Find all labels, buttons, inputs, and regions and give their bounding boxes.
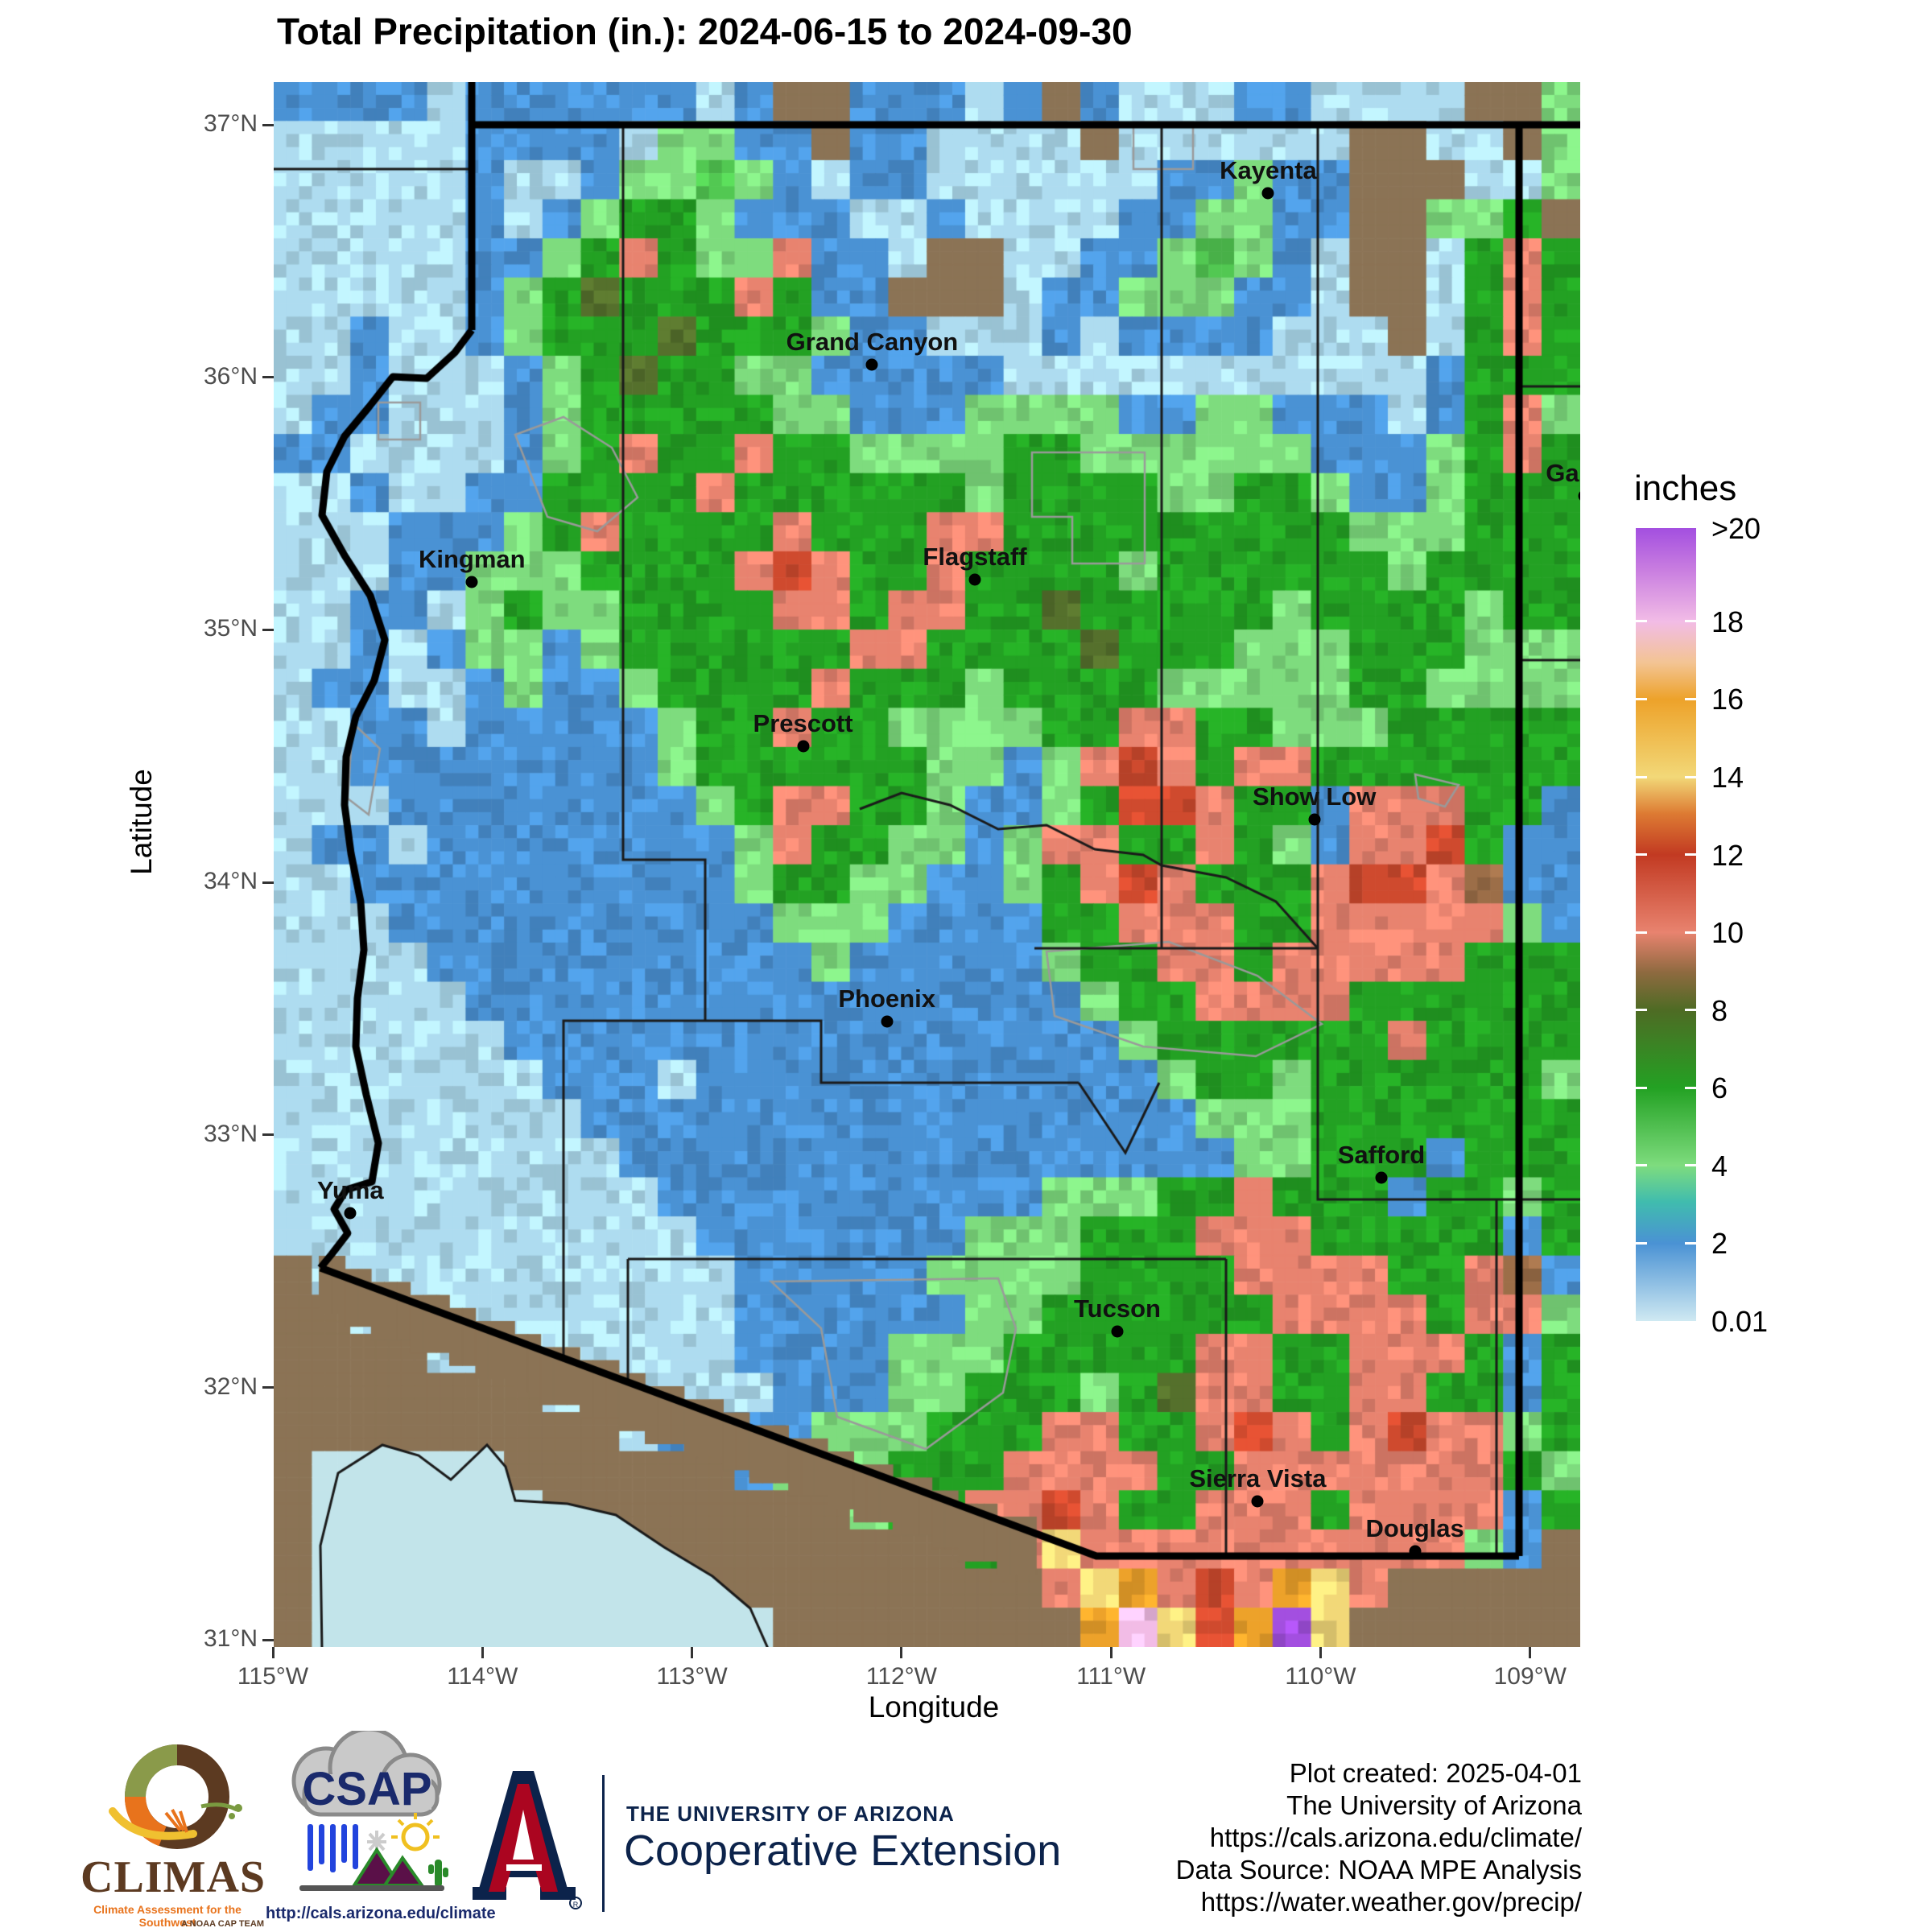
legend-tick [1636,931,1647,934]
x-axis-tick [271,1647,275,1658]
y-axis-tick [262,628,274,631]
legend-tick [1636,697,1647,700]
x-tick-label: 114°W [447,1663,518,1690]
y-tick-label: 31°N [203,1625,258,1653]
y-tick-label: 35°N [203,615,258,642]
x-tick-label: 111°W [1076,1663,1146,1690]
y-tick-label: 34°N [203,868,258,895]
climas-logo-tagline: Climate Assessment for the Southwest [93,1903,242,1929]
y-axis-tick [262,1386,274,1389]
climas-logo-subtagline: A NOAA CAP TEAM [181,1919,264,1929]
legend-value-label: 4 [1711,1149,1728,1183]
csap-logo-url: http://cals.arizona.edu/climate [266,1905,496,1922]
precipitation-raster-canvas [274,82,1580,1647]
legend-tick [1685,620,1696,623]
y-tick-label: 37°N [203,110,258,137]
y-axis-tick [262,881,274,884]
credits-text: Plot created: 2025-04-01 The University o… [1176,1757,1582,1918]
svg-text:CSAP: CSAP [302,1763,431,1815]
legend-tick [1636,853,1647,857]
x-tick-label: 113°W [656,1663,728,1690]
y-tick-label: 36°N [203,362,258,390]
x-axis-tick [900,1647,903,1658]
legend-colorbar [1636,528,1696,1321]
legend-value-label: 12 [1711,838,1744,872]
legend-tick [1685,1164,1696,1167]
x-axis-tick [691,1647,694,1658]
legend-tick [1685,931,1696,934]
legend-tick [1685,1241,1696,1245]
y-axis-tick [262,1133,274,1137]
plot-title: Total Precipitation (in.): 2024-06-15 to… [277,10,1133,52]
credits-line: https://cals.arizona.edu/climate/ [1209,1823,1582,1852]
legend-tick [1636,775,1647,778]
legend-tick [1636,1086,1647,1089]
legend-value-label: 2 [1711,1227,1728,1261]
y-tick-label: 32°N [203,1373,258,1400]
y-tick-label: 33°N [203,1120,258,1147]
x-tick-label: 115°W [237,1663,309,1690]
x-axis-tick [1529,1647,1532,1658]
legend-tick [1636,1164,1647,1167]
legend-tick [1685,775,1696,778]
legend-tick [1636,1241,1647,1245]
legend-value-label: 6 [1711,1071,1728,1105]
legend-tick [1685,697,1696,700]
legend-title: inches [1634,469,1737,508]
y-axis-tick [262,1638,274,1641]
credits-line: Data Source: NOAA MPE Analysis [1175,1855,1582,1885]
x-axis-tick [1109,1647,1113,1658]
x-axis-tick [1319,1647,1322,1658]
credits-line: The University of Arizona [1286,1790,1582,1820]
y-axis-tick [262,123,274,126]
ua-logo-divider [602,1775,605,1912]
legend-tick [1636,620,1647,623]
legend-value-label: 10 [1711,916,1744,950]
x-axis-title: Longitude [868,1690,1000,1724]
ua-logo-line1: THE UNIVERSITY OF ARIZONA [626,1802,955,1826]
y-axis-title: Latitude [125,769,158,875]
climas-logo-wordmark: CLIMAS [80,1852,266,1902]
legend-tick [1636,1009,1647,1012]
y-axis-tick [262,376,274,379]
legend-value-label: 14 [1711,761,1744,795]
x-tick-label: 110°W [1285,1663,1356,1690]
credits-line: Plot created: 2025-04-01 [1289,1758,1582,1788]
legend-value-label: >20 [1711,512,1761,545]
climas-logo-icon [109,1744,242,1849]
x-tick-label: 109°W [1493,1663,1567,1690]
ua-block-a-logo: R [473,1771,582,1909]
csap-logo-icon: CSAP [291,1731,448,1891]
legend-tick [1685,853,1696,857]
x-tick-label: 112°W [865,1663,937,1690]
legend-tick [1685,1009,1696,1012]
legend-tick [1685,1086,1696,1089]
legend-value-label: 18 [1711,605,1744,638]
svg-text:R: R [573,1901,579,1909]
legend-value-label: 16 [1711,683,1744,716]
x-axis-tick [481,1647,484,1658]
legend-value-label: 0.01 [1711,1305,1769,1338]
credits-line: https://water.weather.gov/precip/ [1200,1887,1582,1917]
ua-logo-line2: Cooperative Extension [624,1827,1062,1875]
arizona-precipitation-map: Kayenta Grand Canyon Kingman Flagstaff Presc… [274,82,1580,1647]
legend-value-label: 8 [1711,993,1728,1027]
